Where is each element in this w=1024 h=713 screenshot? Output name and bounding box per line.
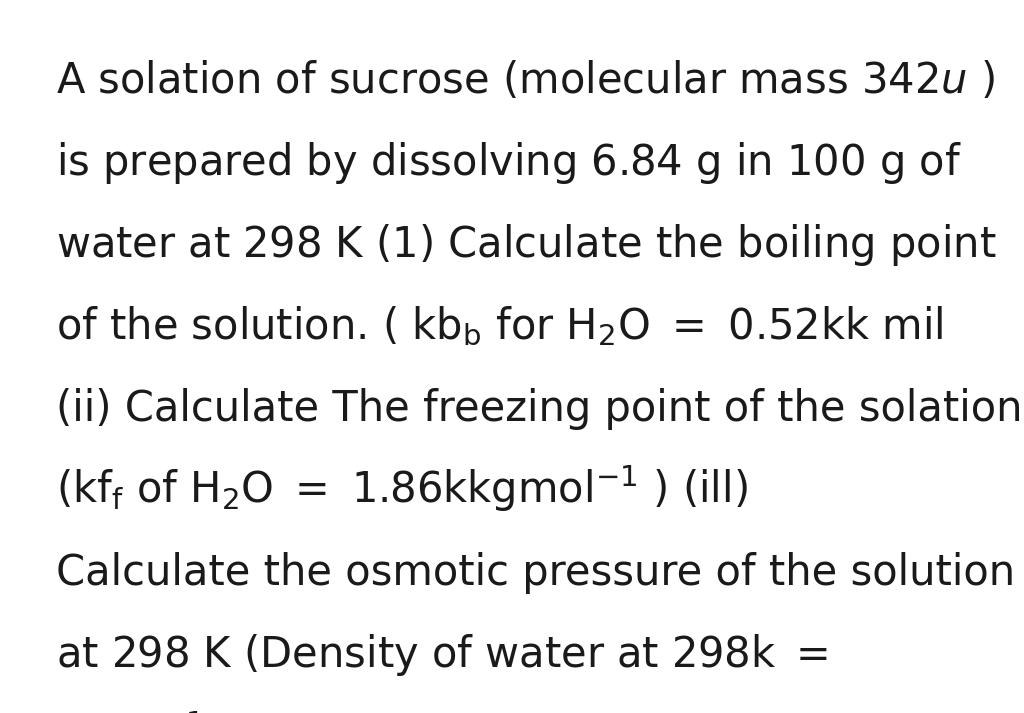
Text: A solation of sucrose (molecular mass $342u$ ): A solation of sucrose (molecular mass $3… [56,60,995,102]
Text: Calculate the osmotic pressure of the solution: Calculate the osmotic pressure of the so… [56,552,1016,594]
Text: (ii) Calculate The freezing point of the solation.: (ii) Calculate The freezing point of the… [56,388,1024,430]
Text: is prepared by dissolving $6.84$ g in $100$ g of: is prepared by dissolving $6.84$ g in $1… [56,140,963,185]
Text: $(\mathrm{kf_f}$ of $\mathrm{H_2O}$ $=$ $1.86$kkgmol$^{-1}$ $)$ (ill): $(\mathrm{kf_f}$ of $\mathrm{H_2O}$ $=$ … [56,463,748,513]
Text: at $298$ $\mathrm{K}$ (Density of water at $298$k $=$: at $298$ $\mathrm{K}$ (Density of water … [56,632,828,677]
Text: water at $298$ $\mathrm{K}$ (1) Calculate the boiling point: water at $298$ $\mathrm{K}$ (1) Calculat… [56,222,997,267]
Text: of the solution. ( $\mathrm{kb_b}$ for $\mathrm{H_2O}$ $=$ $0.52$kk mil: of the solution. ( $\mathrm{kb_b}$ for $… [56,304,944,348]
Text: $1$gml$^{-1}$.): $1$gml$^{-1}$.) [56,709,233,713]
